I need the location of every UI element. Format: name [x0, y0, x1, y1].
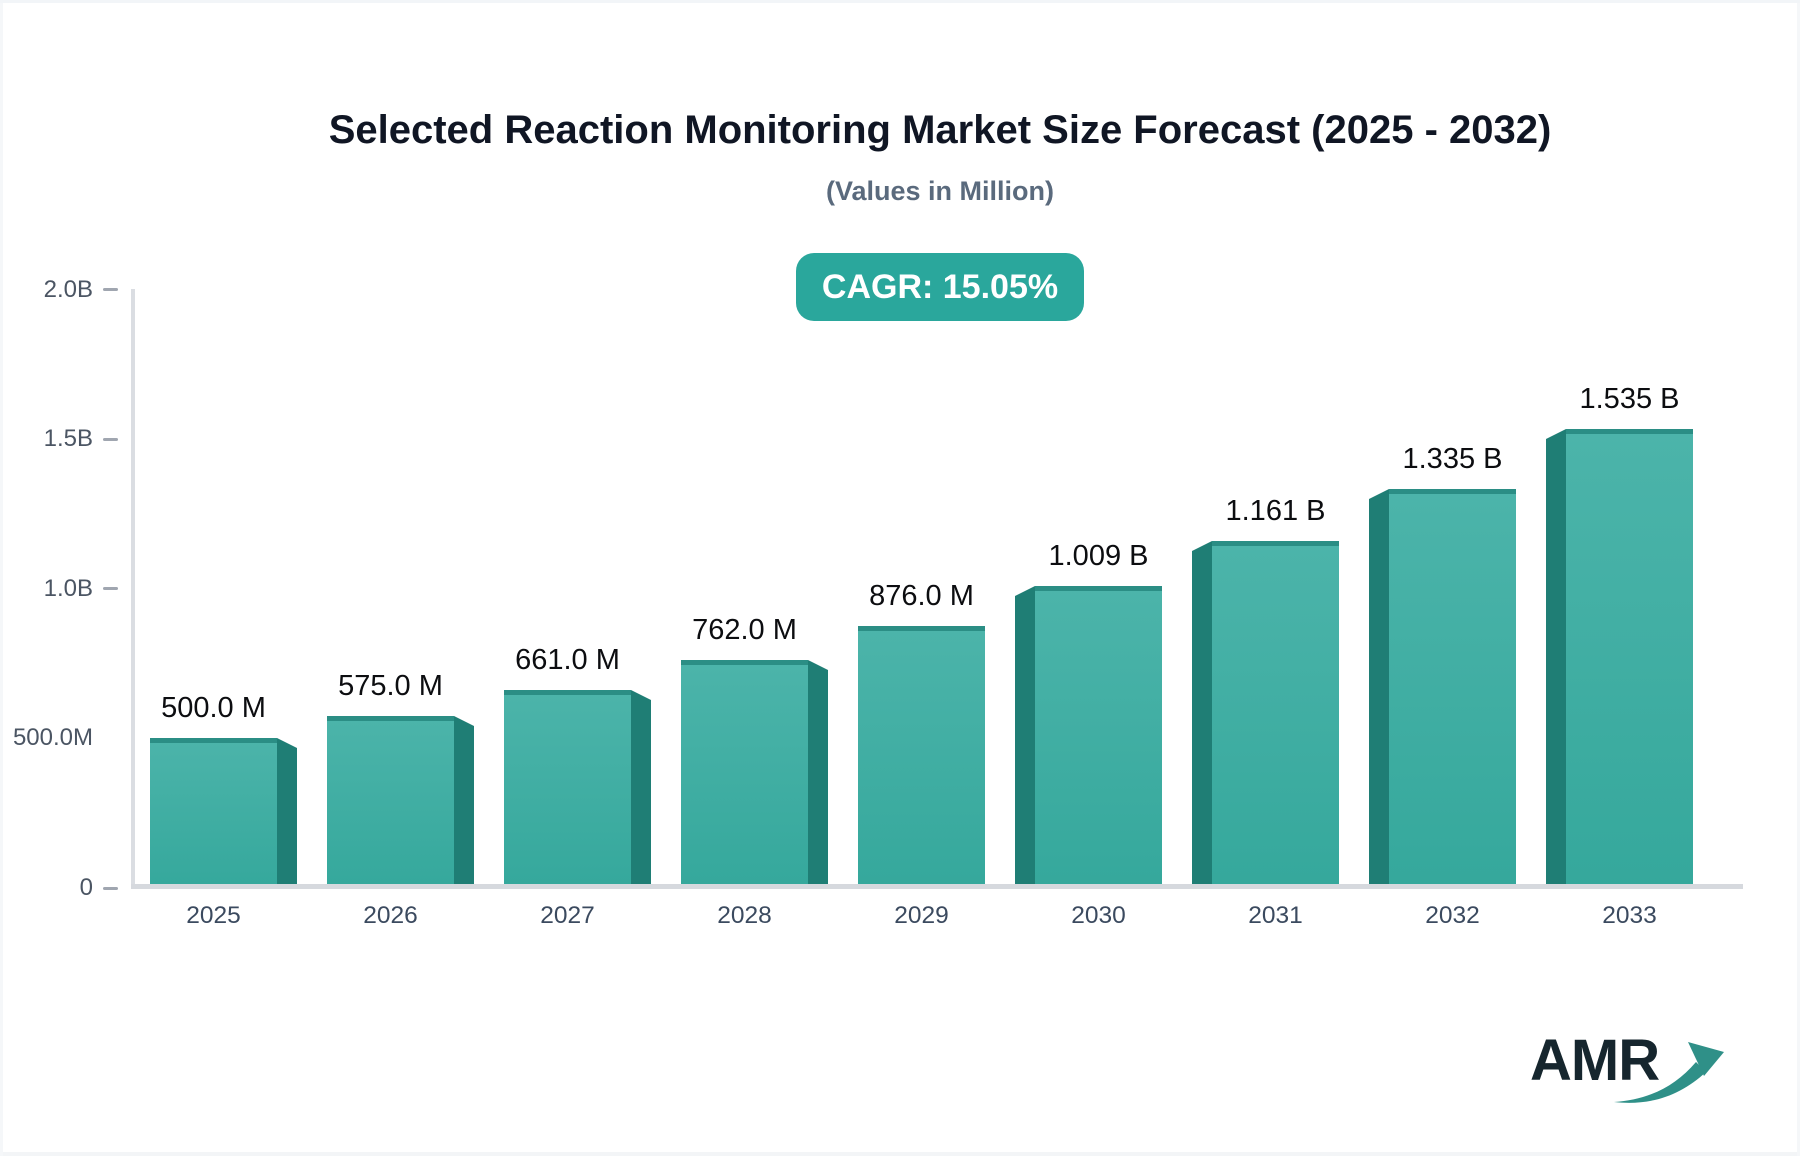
- amr-logo: AMR: [1530, 1032, 1740, 1112]
- bar-2028[interactable]: [681, 660, 828, 888]
- y-axis-tick: 1.0B: [0, 574, 118, 604]
- bar-2025[interactable]: [150, 738, 297, 888]
- bar-2027[interactable]: [504, 690, 651, 888]
- x-axis-label: 2032: [1425, 902, 1480, 929]
- bar-2026[interactable]: [327, 716, 474, 888]
- y-axis-tick-label: 500.0M: [12, 724, 93, 752]
- y-axis-tick-label: 1.5B: [43, 425, 93, 453]
- x-axis-label: 2029: [894, 902, 949, 929]
- logo-arrow-icon: [1614, 1042, 1724, 1103]
- y-axis-tick-label: 0: [79, 874, 93, 901]
- x-axis-label: 2033: [1602, 902, 1657, 929]
- bar-value-label: 1.535 B: [1579, 383, 1680, 415]
- bar-2029[interactable]: [858, 626, 985, 888]
- x-axis-label: 2025: [186, 902, 241, 929]
- cagr-badge-row: CAGR: 15.05%: [80, 253, 1800, 321]
- cagr-badge: CAGR: 15.05%: [795, 253, 1085, 321]
- chart-title: Selected Reaction Monitoring Market Size…: [328, 108, 1552, 152]
- bar-value-label: 661.0 M: [515, 644, 620, 676]
- y-axis-tick-dash: [103, 437, 118, 441]
- amr-logo-text: AMR: [1530, 1028, 1660, 1093]
- bar-2030[interactable]: [1015, 586, 1162, 888]
- bar-2032[interactable]: [1369, 489, 1516, 888]
- x-axis-label: 2031: [1248, 902, 1303, 929]
- bar-value-label: 762.0 M: [692, 614, 797, 646]
- y-axis-tick: 1.5B: [0, 424, 118, 454]
- x-axis-label: 2028: [717, 902, 772, 929]
- bar-value-label: 1.009 B: [1048, 540, 1149, 572]
- bar-value-label: 500.0 M: [161, 692, 266, 724]
- chart-subtitle: (Values in Million): [825, 176, 1055, 206]
- y-axis-tick: 2.0B: [0, 275, 118, 305]
- y-axis-tick-label: 2.0B: [43, 275, 93, 303]
- bar-2033[interactable]: [1546, 429, 1693, 888]
- y-axis-tick-label: 1.0B: [43, 574, 93, 602]
- bar-value-label: 1.161 B: [1225, 495, 1326, 527]
- x-axis-label: 2030: [1071, 902, 1126, 929]
- y-axis-tick-dash: [103, 587, 118, 591]
- y-axis-line: [131, 289, 135, 888]
- x-axis-label: 2027: [540, 902, 595, 929]
- y-axis-tick: 0: [0, 873, 118, 903]
- bar-value-label: 575.0 M: [338, 670, 443, 702]
- x-axis-line: [131, 884, 1743, 889]
- y-axis-tick-dash: [103, 288, 118, 292]
- bar-value-label: 1.335 B: [1402, 443, 1503, 475]
- y-axis-tick: 500.0M: [0, 723, 118, 753]
- x-axis-label: 2026: [363, 902, 418, 929]
- bar-value-label: 876.0 M: [869, 580, 974, 612]
- bar-2031[interactable]: [1192, 541, 1339, 888]
- y-axis-tick-dash: [103, 886, 118, 890]
